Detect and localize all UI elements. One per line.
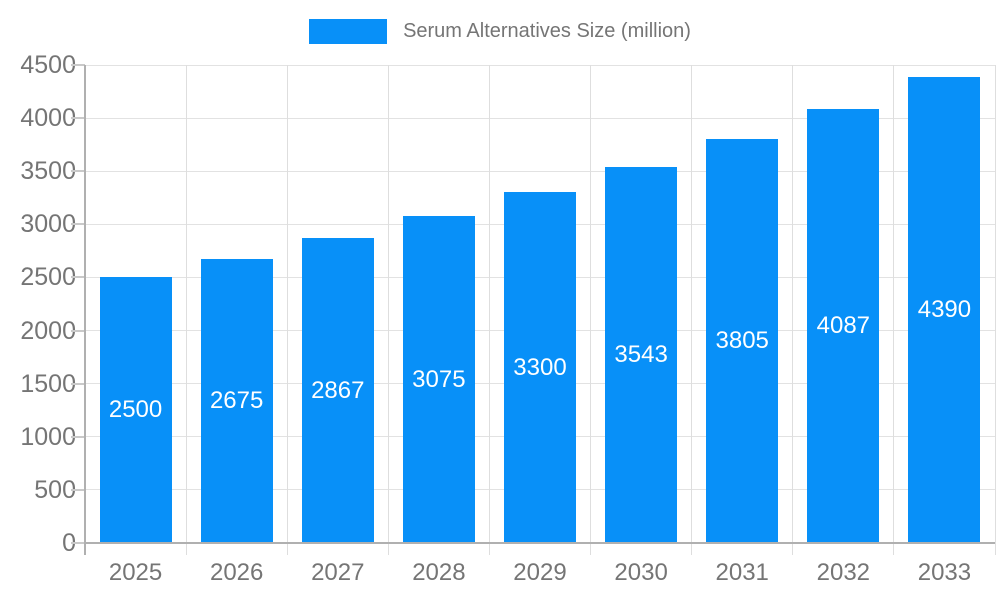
- bar-value-label: 4087: [816, 311, 871, 339]
- legend-label: Serum Alternatives Size (million): [403, 20, 691, 42]
- bar-value-label: 2675: [209, 386, 264, 414]
- bar[interactable]: 2500: [99, 277, 172, 543]
- y-tick-mark: [71, 435, 85, 438]
- bar[interactable]: 2867: [301, 238, 374, 543]
- bar-value-label: 3805: [715, 326, 769, 354]
- x-tick-label: 2032: [816, 559, 871, 586]
- y-tick-label: 2500: [20, 263, 76, 292]
- y-tick-label: 500: [34, 475, 76, 504]
- gridline-horizontal: [85, 117, 995, 119]
- x-tick-label: 2026: [209, 559, 264, 586]
- gridline-vertical: [488, 65, 490, 555]
- bar[interactable]: 2675: [200, 258, 273, 543]
- y-tick-label: 1000: [20, 422, 76, 451]
- x-tick-label: 2031: [715, 559, 769, 586]
- y-tick-mark: [71, 64, 85, 66]
- x-tick-label: 2028: [412, 559, 466, 586]
- y-tick-mark: [71, 382, 85, 385]
- x-tick-label: 2029: [513, 559, 567, 586]
- gridline-vertical: [590, 65, 592, 555]
- bar-value-label: 3543: [614, 340, 668, 368]
- y-tick-label: 3000: [20, 210, 76, 239]
- gridline-vertical: [893, 65, 895, 555]
- gridline-horizontal: [85, 64, 995, 66]
- bar-value-label: 2500: [108, 396, 163, 424]
- y-tick-mark: [71, 170, 85, 173]
- x-tick-label: 2025: [108, 559, 163, 586]
- x-tick-label: 2033: [917, 559, 972, 586]
- y-tick-mark: [71, 329, 85, 332]
- y-tick-label: 4000: [20, 104, 76, 133]
- gridline-vertical: [994, 65, 996, 555]
- bar[interactable]: 4087: [807, 108, 880, 543]
- x-tick-label: 2030: [614, 559, 668, 586]
- gridline-vertical: [691, 65, 693, 555]
- y-tick-mark: [71, 117, 85, 120]
- y-tick-label: 2000: [20, 316, 76, 345]
- y-axis-line: [84, 65, 86, 555]
- gridline-vertical: [792, 65, 794, 555]
- y-tick-mark: [71, 276, 85, 279]
- x-tick-label: 2027: [311, 559, 365, 586]
- bar[interactable]: 4390: [908, 76, 981, 543]
- bar[interactable]: 3075: [402, 216, 475, 543]
- y-tick-label: 4500: [20, 51, 76, 79]
- bar-value-label: 2867: [311, 376, 365, 404]
- bar-value-label: 3075: [412, 365, 466, 393]
- y-tick-label: 3500: [20, 157, 76, 186]
- y-tick-mark: [71, 223, 85, 226]
- legend-swatch-icon: [309, 19, 388, 44]
- gridline-vertical: [387, 65, 389, 555]
- gridline-horizontal: [85, 170, 995, 172]
- y-tick-label: 1500: [20, 369, 76, 398]
- bar[interactable]: 3300: [504, 192, 576, 543]
- y-tick-mark: [71, 488, 85, 491]
- bar[interactable]: 3543: [605, 166, 678, 543]
- x-axis-line: [85, 542, 995, 544]
- y-tick-mark: [71, 542, 85, 544]
- gridline-vertical: [185, 65, 187, 555]
- bar-value-label: 4390: [917, 295, 972, 323]
- y-tick-label: 0: [62, 529, 76, 557]
- legend[interactable]: Serum Alternatives Size (million): [0, 19, 1000, 44]
- bar-value-label: 3300: [513, 353, 567, 381]
- bar[interactable]: 3805: [706, 138, 779, 543]
- gridline-vertical: [286, 65, 288, 555]
- plot-area: 2500 2675 2867 3075 3300 3543 3805 4087 4390: [84, 64, 996, 555]
